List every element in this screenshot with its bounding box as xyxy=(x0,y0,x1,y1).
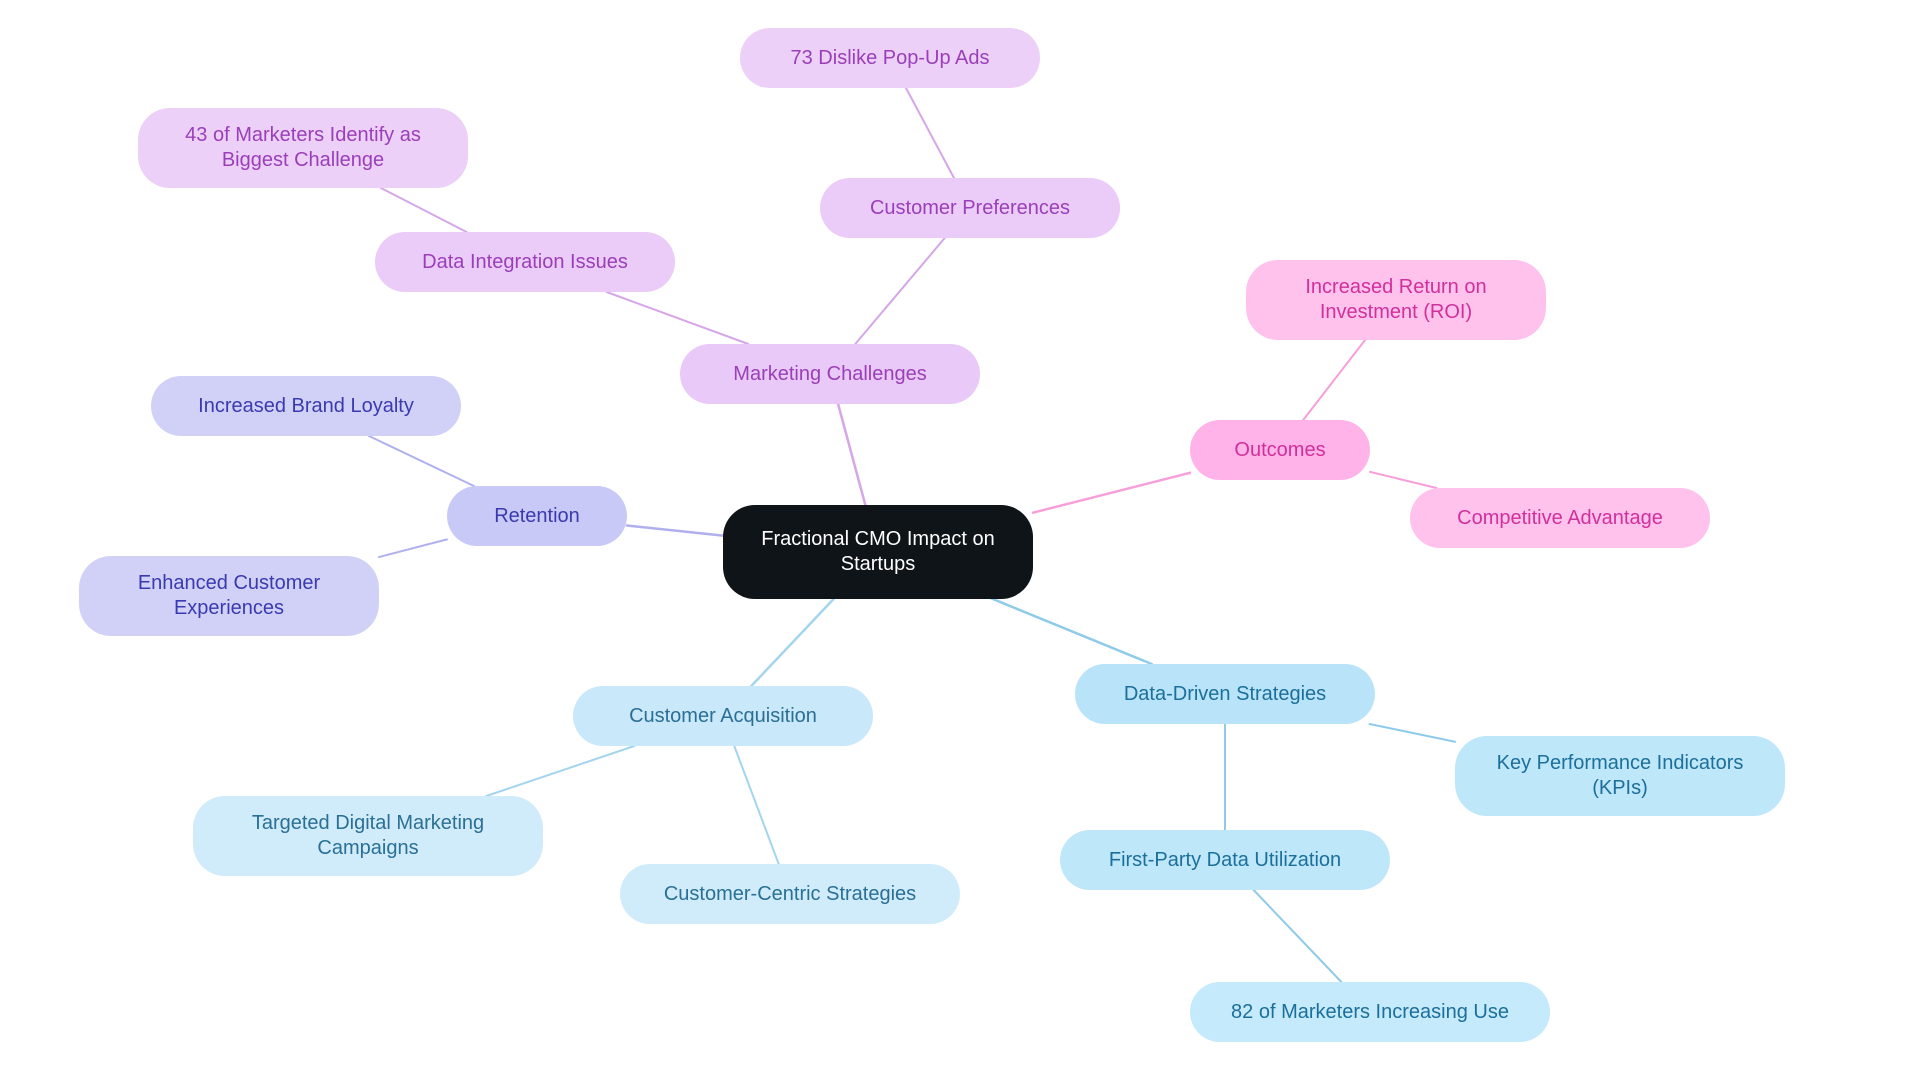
edge-first-party-data-82-marketers xyxy=(1254,890,1342,982)
node-popup-ads: 73 Dislike Pop-Up Ads xyxy=(740,28,1040,88)
node-center: Fractional CMO Impact on Startups xyxy=(723,505,1033,599)
node-marketing-challenges: Marketing Challenges xyxy=(680,344,980,404)
edge-data-integration-issues-biggest-challenge xyxy=(381,188,467,232)
edge-outcomes-roi xyxy=(1303,340,1365,420)
edge-center-marketing-challenges xyxy=(838,404,866,509)
edge-center-retention xyxy=(627,526,723,536)
edge-center-customer-acquisition xyxy=(751,595,837,686)
edge-customer-acquisition-customer-centric xyxy=(734,746,778,864)
edge-data-driven-strategies-kpis xyxy=(1370,724,1455,742)
node-label: Customer-Centric Strategies xyxy=(664,882,916,907)
mindmap-diagram: Fractional CMO Impact on Startups Marketi… xyxy=(0,0,1920,1083)
node-competitive-advantage: Competitive Advantage xyxy=(1410,488,1710,548)
node-82-marketers: 82 of Marketers Increasing Use xyxy=(1190,982,1550,1042)
node-label: Customer Acquisition xyxy=(629,704,817,729)
node-label: Fractional CMO Impact on Startups xyxy=(753,527,1003,577)
node-label: Increased Return on Investment (ROI) xyxy=(1274,275,1518,325)
node-label: Enhanced Customer Experiences xyxy=(107,571,351,621)
node-label: Targeted Digital Marketing Campaigns xyxy=(221,811,515,861)
node-data-integration-issues: Data Integration Issues xyxy=(375,232,675,292)
edge-customer-acquisition-targeted-campaigns xyxy=(486,746,634,796)
edge-center-data-driven-strategies xyxy=(983,595,1152,664)
node-label: Data Integration Issues xyxy=(422,250,628,275)
node-customer-preferences: Customer Preferences xyxy=(820,178,1120,238)
node-first-party-data: First-Party Data Utilization xyxy=(1060,830,1390,890)
edge-center-outcomes xyxy=(1033,473,1190,513)
node-customer-centric: Customer-Centric Strategies xyxy=(620,864,960,924)
node-roi: Increased Return on Investment (ROI) xyxy=(1246,260,1546,340)
node-label: Retention xyxy=(494,504,580,529)
node-label: Outcomes xyxy=(1234,438,1325,463)
edge-retention-customer-experiences xyxy=(379,539,447,557)
node-label: 73 Dislike Pop-Up Ads xyxy=(791,46,990,71)
node-label: Marketing Challenges xyxy=(733,362,926,387)
node-brand-loyalty: Increased Brand Loyalty xyxy=(151,376,461,436)
node-outcomes: Outcomes xyxy=(1190,420,1370,480)
edge-marketing-challenges-data-integration-issues xyxy=(607,292,749,344)
node-label: First-Party Data Utilization xyxy=(1109,848,1341,873)
edge-retention-brand-loyalty xyxy=(369,436,474,486)
node-kpis: Key Performance Indicators (KPIs) xyxy=(1455,736,1785,816)
node-data-driven-strategies: Data-Driven Strategies xyxy=(1075,664,1375,724)
node-customer-acquisition: Customer Acquisition xyxy=(573,686,873,746)
node-label: 43 of Marketers Identify as Biggest Chal… xyxy=(166,123,440,173)
node-label: Data-Driven Strategies xyxy=(1124,682,1326,707)
node-label: Key Performance Indicators (KPIs) xyxy=(1483,751,1757,801)
edge-marketing-challenges-customer-preferences xyxy=(855,238,944,344)
node-targeted-campaigns: Targeted Digital Marketing Campaigns xyxy=(193,796,543,876)
edge-outcomes-competitive-advantage xyxy=(1370,472,1436,488)
node-label: Increased Brand Loyalty xyxy=(198,394,414,419)
node-label: Customer Preferences xyxy=(870,196,1070,221)
node-label: 82 of Marketers Increasing Use xyxy=(1231,1000,1509,1025)
edge-customer-preferences-popup-ads xyxy=(906,88,954,178)
node-customer-experiences: Enhanced Customer Experiences xyxy=(79,556,379,636)
node-retention: Retention xyxy=(447,486,627,546)
node-label: Competitive Advantage xyxy=(1457,506,1663,531)
node-biggest-challenge: 43 of Marketers Identify as Biggest Chal… xyxy=(138,108,468,188)
